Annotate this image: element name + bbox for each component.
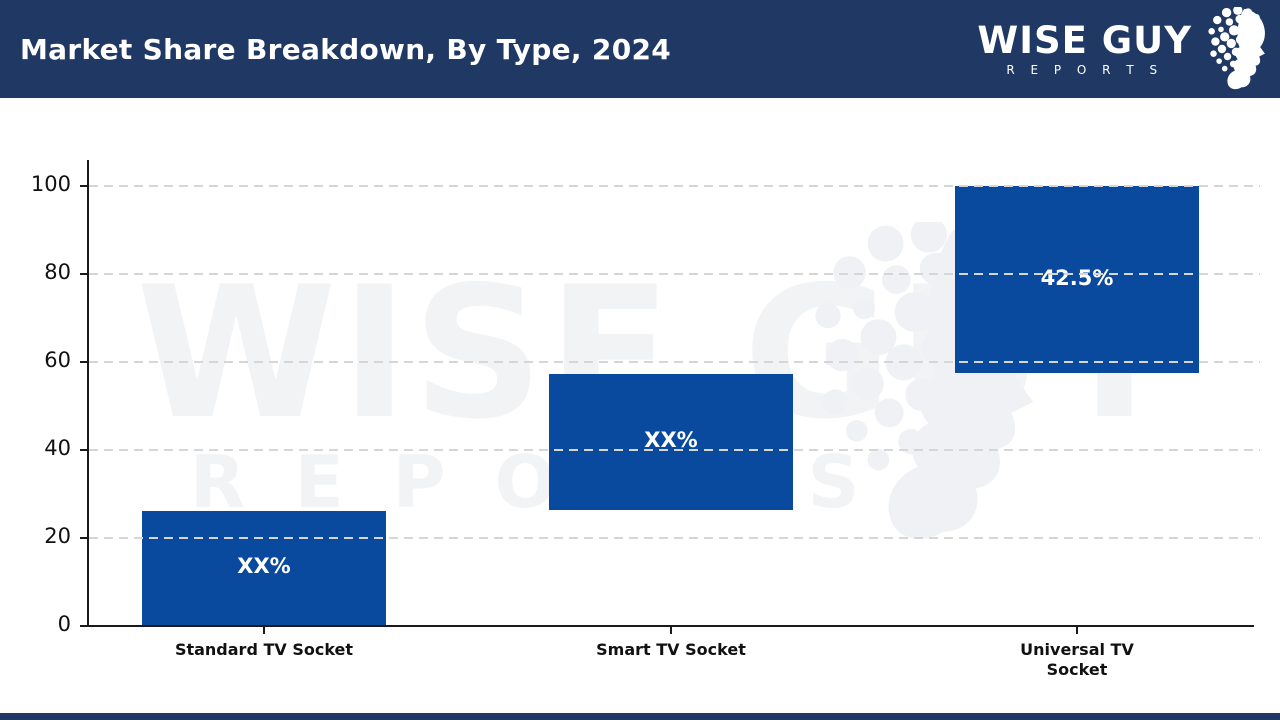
logo-subtitle: R E P O R T S xyxy=(1006,62,1164,77)
y-tick-label: 20 xyxy=(44,524,71,548)
bar-label: XX% xyxy=(644,427,698,452)
header-bar: Market Share Breakdown, By Type, 2024 WI… xyxy=(0,0,1280,98)
gridline xyxy=(89,361,1260,363)
x-axis-category-label: Universal TV Socket xyxy=(1020,640,1134,679)
gridline xyxy=(89,537,1260,539)
y-tick-mark xyxy=(80,449,87,451)
y-tick-label: 40 xyxy=(44,436,71,460)
logo-text: WISE GUY R E P O R T S xyxy=(977,22,1192,77)
footer-bar xyxy=(0,713,1280,720)
y-tick-label: 100 xyxy=(30,172,71,196)
y-tick-mark xyxy=(80,273,87,275)
x-tick-mark xyxy=(263,627,265,634)
bar xyxy=(142,510,386,626)
x-axis-line xyxy=(87,625,1254,627)
y-tick-mark xyxy=(80,625,87,627)
bar xyxy=(955,186,1199,373)
y-tick-label: 60 xyxy=(44,348,71,372)
y-tick-mark xyxy=(80,537,87,539)
bar-label: XX% xyxy=(237,554,291,579)
logo-wordmark: WISE GUY xyxy=(977,18,1192,62)
x-tick-mark xyxy=(1076,627,1078,634)
x-tick-mark xyxy=(670,627,672,634)
y-tick-label: 80 xyxy=(44,260,71,284)
y-tick-mark xyxy=(80,185,87,187)
wiseguy-logo: WISE GUY R E P O R T S xyxy=(977,6,1272,92)
x-axis-category-label: Smart TV Socket xyxy=(596,640,746,659)
chart-title: Market Share Breakdown, By Type, 2024 xyxy=(20,32,672,66)
gridline xyxy=(89,185,1260,187)
logo-face-icon xyxy=(1208,7,1265,90)
gridline xyxy=(89,273,1260,275)
bar xyxy=(549,373,793,510)
bar-label: 42.5% xyxy=(1040,265,1114,290)
gridline xyxy=(89,449,1260,451)
y-tick-label: 0 xyxy=(57,612,71,636)
y-tick-mark xyxy=(80,361,87,363)
y-axis-line xyxy=(87,160,89,627)
x-axis-category-label: Standard TV Socket xyxy=(174,640,354,659)
